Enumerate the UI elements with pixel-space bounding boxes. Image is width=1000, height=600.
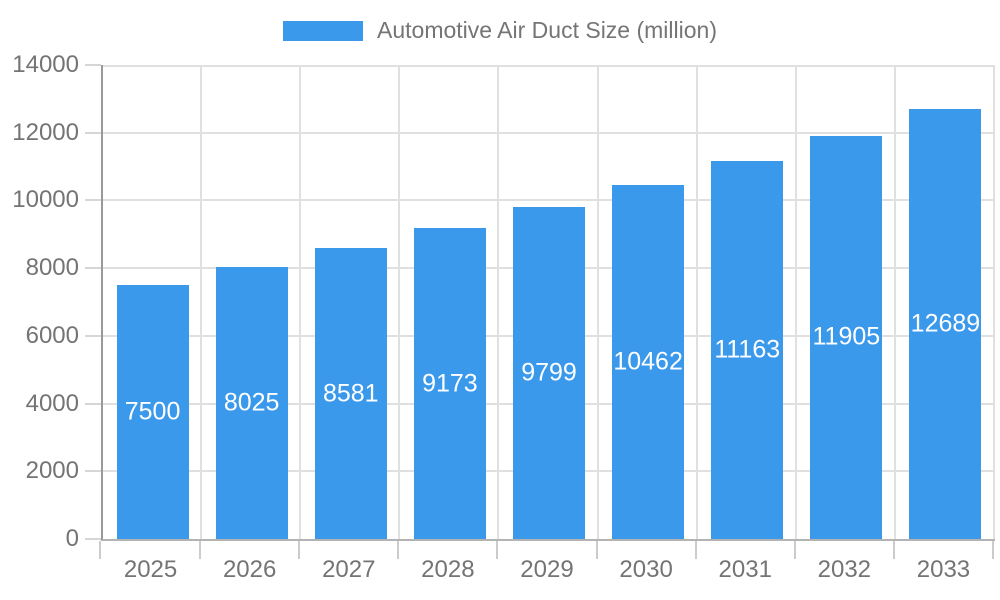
gridline-v: [596, 65, 599, 539]
x-tick-label: 2027: [322, 556, 376, 583]
plot-area: 7500 8025 8581 9173 9799 10462 11163 11905 12689: [101, 65, 995, 541]
x-tick-label: 2030: [619, 556, 673, 583]
gridline-v: [497, 65, 500, 539]
bar[interactable]: 12689: [909, 109, 982, 539]
y-tick-label: 2000: [25, 457, 79, 485]
bar-value-label: 11905: [812, 322, 881, 351]
y-tick-mark: [85, 131, 101, 134]
y-tick-label: 4000: [25, 389, 79, 417]
x-tick-mark: [99, 541, 101, 559]
x-tick-mark: [397, 541, 400, 559]
y-tick-mark: [85, 267, 101, 270]
gridline-v: [893, 65, 896, 539]
gridline-v: [794, 65, 797, 539]
y-tick-label: 14000: [12, 51, 79, 78]
gridline-h: [103, 199, 995, 202]
bar[interactable]: 8581: [314, 248, 387, 539]
bar[interactable]: 11905: [810, 135, 883, 539]
legend-swatch[interactable]: [283, 20, 363, 41]
gridline-v: [993, 65, 995, 539]
bar[interactable]: 11163: [711, 161, 784, 539]
chart-legend[interactable]: Automotive Air Duct Size (million): [0, 17, 1000, 43]
bar-value-label: 8581: [322, 379, 379, 408]
gridline-h: [103, 65, 995, 67]
bar-value-label: 12689: [910, 309, 981, 338]
bar-value-label: 11163: [714, 335, 781, 364]
gridline-v: [695, 65, 698, 539]
bar[interactable]: 7500: [116, 285, 189, 539]
x-tick-mark: [694, 541, 697, 559]
y-tick-mark: [85, 470, 101, 473]
bar-value-label: 10462: [613, 347, 683, 376]
x-tick-mark: [793, 541, 796, 559]
x-tick-mark: [992, 541, 994, 559]
gridline-v: [299, 65, 302, 539]
y-tick-label: 10000: [12, 186, 79, 214]
y-tick-mark: [85, 64, 101, 66]
gridline-v: [200, 65, 203, 539]
x-tick-label: 2033: [916, 556, 971, 583]
x-tick-label: 2026: [222, 556, 277, 583]
y-tick-mark: [85, 538, 101, 540]
x-tick-mark: [892, 541, 895, 559]
x-tick-mark: [595, 541, 598, 559]
x-tick-mark: [199, 541, 202, 559]
x-tick-label: 2031: [718, 556, 772, 583]
y-tick-label: 0: [65, 525, 79, 552]
gridline-h: [103, 131, 995, 134]
y-tick-mark: [85, 334, 101, 337]
y-tick-label: 8000: [25, 254, 79, 282]
x-tick-label: 2032: [817, 556, 872, 583]
y-tick-mark: [85, 199, 101, 202]
bar-value-label: 7500: [124, 397, 181, 426]
y-tick-label: 12000: [12, 118, 79, 146]
x-tick-label: 2028: [421, 556, 475, 583]
y-tick-label: 6000: [25, 321, 79, 349]
bar[interactable]: 9799: [513, 207, 585, 539]
legend-label[interactable]: Automotive Air Duct Size (million): [377, 17, 717, 43]
bar-value-label: 8025: [223, 388, 280, 417]
bar[interactable]: 9173: [413, 228, 486, 539]
x-tick-mark: [496, 541, 499, 559]
x-tick-mark: [298, 541, 301, 559]
bar-value-label: 9173: [422, 369, 478, 398]
y-tick-mark: [85, 402, 101, 405]
bar[interactable]: 8025: [215, 267, 288, 539]
bar[interactable]: 10462: [612, 184, 685, 539]
x-tick-label: 2025: [123, 556, 178, 583]
gridline-v: [398, 65, 401, 539]
bar-value-label: 9799: [521, 358, 577, 387]
x-tick-label: 2029: [520, 556, 574, 583]
